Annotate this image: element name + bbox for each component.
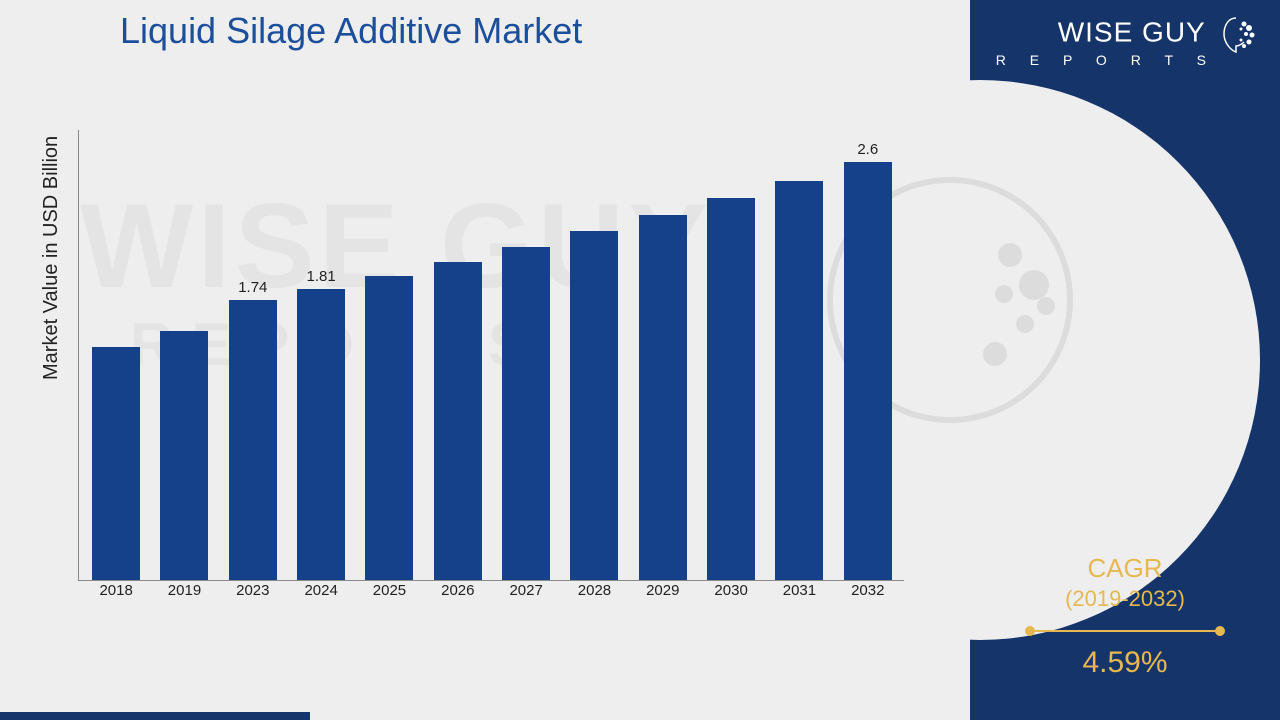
bar — [570, 231, 618, 580]
x-tick-label: 2029 — [629, 582, 697, 599]
cagr-value: 4.59% — [1010, 646, 1240, 680]
chart-title: Liquid Silage Additive Market — [120, 10, 582, 52]
bar-col — [560, 231, 628, 580]
x-tick-label: 2028 — [560, 582, 628, 599]
x-tick-label: 2026 — [424, 582, 492, 599]
bar-col — [150, 331, 218, 580]
bar-col — [697, 198, 765, 581]
x-tick-label: 2032 — [834, 582, 902, 599]
bar — [639, 215, 687, 580]
bar — [365, 276, 413, 580]
bar — [844, 162, 892, 580]
logo-head-icon — [1218, 14, 1258, 54]
bar — [160, 331, 208, 580]
bar-col — [765, 181, 833, 580]
bar — [297, 289, 345, 580]
cagr-box: CAGR (2019-2032) 4.59% — [1010, 553, 1240, 680]
bar — [707, 198, 755, 581]
x-tick-label: 2018 — [82, 582, 150, 599]
y-axis-line — [78, 130, 79, 580]
bar — [434, 262, 482, 580]
bar-col — [82, 347, 150, 580]
x-tick-label: 2030 — [697, 582, 765, 599]
bar-col: 2.6 — [834, 162, 902, 580]
logo-line1: WISE GUY — [1058, 16, 1206, 47]
x-tick-label: 2027 — [492, 582, 560, 599]
bar — [92, 347, 140, 580]
bar-col: 1.74 — [219, 300, 287, 580]
bar — [229, 300, 277, 580]
x-tick-label: 2024 — [287, 582, 355, 599]
cagr-range: (2019-2032) — [1010, 586, 1240, 612]
bar-value-label: 2.6 — [857, 141, 878, 158]
x-axis-line — [78, 580, 904, 581]
bar-value-label: 1.74 — [238, 279, 267, 296]
cagr-divider — [1030, 630, 1220, 632]
x-axis-labels: 2018201920232024202520262027202820292030… — [82, 582, 902, 599]
cagr-title: CAGR — [1010, 553, 1240, 584]
chart-plot-area: 1.741.812.6 — [82, 130, 902, 580]
bars-container: 1.741.812.6 — [82, 130, 902, 580]
bar — [775, 181, 823, 580]
bar-col — [629, 215, 697, 580]
bar-col — [355, 276, 423, 580]
bar-col: 1.81 — [287, 289, 355, 580]
logo-line2: R E P O R T S — [996, 52, 1216, 68]
x-tick-label: 2023 — [219, 582, 287, 599]
bar-col — [424, 262, 492, 580]
bar — [502, 247, 550, 580]
brand-logo: WISE GUY R E P O R T S — [996, 14, 1258, 68]
bar-value-label: 1.81 — [307, 268, 336, 285]
x-tick-label: 2031 — [765, 582, 833, 599]
bar-col — [492, 247, 560, 580]
x-tick-label: 2025 — [355, 582, 423, 599]
bottom-strip — [0, 712, 310, 720]
x-tick-label: 2019 — [150, 582, 218, 599]
y-axis-label: Market Value in USD Billion — [40, 136, 63, 380]
